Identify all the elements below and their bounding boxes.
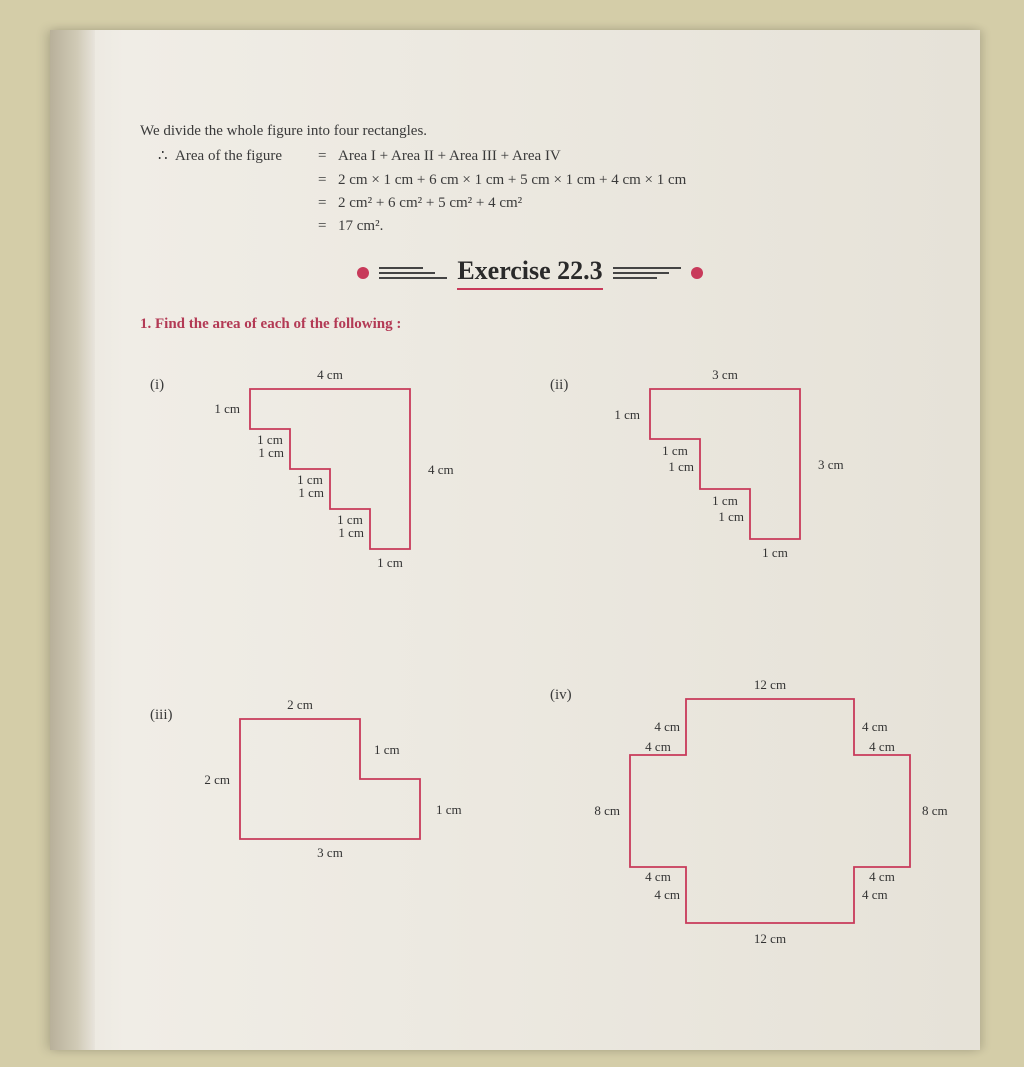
figure-iii: (iii) 2 cm 2 cm 1 cm 1 cm 3 cm <box>180 689 520 929</box>
bullet-icon <box>691 267 703 279</box>
roman-iv: (iv) <box>550 687 572 704</box>
dim-label: 1 cm <box>258 445 284 460</box>
rule-right-icon <box>613 267 681 279</box>
question-text: 1. Find the area of each of the followin… <box>140 316 920 333</box>
figures-grid: (i) 4 cm 1 cm 1 cm 1 cm 1 cm 1 cm 1 cm 1… <box>140 349 920 1049</box>
figure-iv: (iv) 12 cm 12 cm 8 cm 8 cm 4 cm 4 cm 4 c… <box>580 669 980 969</box>
page-binding <box>50 30 95 1050</box>
equals: = <box>318 145 338 168</box>
dim-label: 1 cm <box>338 525 364 540</box>
dim-label: 1 cm <box>298 485 324 500</box>
rhs-line-3: 17 cm². <box>338 215 920 238</box>
dim-label: 4 cm <box>869 869 895 884</box>
dim-label: 4 cm <box>862 719 888 734</box>
dim-label: 1 cm <box>377 555 403 570</box>
textbook-page: We divide the whole figure into four rec… <box>50 30 980 1050</box>
dim-label: 1 cm <box>712 493 738 508</box>
roman-iii: (iii) <box>150 707 173 724</box>
intro-line: We divide the whole figure into four rec… <box>140 120 920 143</box>
therefore: ∴ <box>158 148 168 164</box>
dim-label: 3 cm <box>317 845 343 860</box>
dim-label: 1 cm <box>718 509 744 524</box>
dim-label: 1 cm <box>374 742 400 757</box>
dim-label: 3 cm <box>818 457 844 472</box>
dim-label: 4 cm <box>862 887 888 902</box>
rhs-line-1: 2 cm × 1 cm + 6 cm × 1 cm + 5 cm × 1 cm … <box>338 169 920 192</box>
roman-i: (i) <box>150 377 164 394</box>
dim-label: 1 cm <box>668 459 694 474</box>
figure-ii: (ii) 3 cm 1 cm 1 cm 1 cm 1 cm 1 cm 3 cm … <box>580 359 940 599</box>
dim-label: 12 cm <box>754 677 786 692</box>
dim-label: 1 cm <box>762 545 788 560</box>
dim-label: 1 cm <box>662 443 688 458</box>
dim-label: 4 cm <box>645 869 671 884</box>
worked-example: We divide the whole figure into four rec… <box>140 120 920 238</box>
figure-i: (i) 4 cm 1 cm 1 cm 1 cm 1 cm 1 cm 1 cm 1… <box>180 359 520 619</box>
dim-label: 4 cm <box>317 367 343 382</box>
figure-i-svg: 4 cm 1 cm 1 cm 1 cm 1 cm 1 cm 1 cm 1 cm … <box>180 359 500 609</box>
dim-label: 4 cm <box>645 739 671 754</box>
dim-label: 4 cm <box>869 739 895 754</box>
dim-label: 3 cm <box>712 367 738 382</box>
dim-label: 4 cm <box>654 719 680 734</box>
bullet-icon <box>357 267 369 279</box>
figure-iv-svg: 12 cm 12 cm 8 cm 8 cm 4 cm 4 cm 4 cm 4 c… <box>580 669 980 969</box>
dim-label: 2 cm <box>287 697 313 712</box>
exercise-heading: Exercise 22.3 <box>140 256 920 290</box>
rule-left-icon <box>379 267 447 279</box>
dim-label: 4 cm <box>428 462 454 477</box>
figure-iii-svg: 2 cm 2 cm 1 cm 1 cm 3 cm <box>180 689 500 909</box>
rhs-line-0: Area I + Area II + Area III + Area IV <box>338 145 920 168</box>
exercise-title: Exercise 22.3 <box>457 256 602 290</box>
rhs-line-2: 2 cm² + 6 cm² + 5 cm² + 4 cm² <box>338 192 920 215</box>
dim-label: 12 cm <box>754 931 786 946</box>
dim-label: 8 cm <box>922 803 948 818</box>
dim-label: 8 cm <box>594 803 620 818</box>
figure-ii-svg: 3 cm 1 cm 1 cm 1 cm 1 cm 1 cm 3 cm 1 cm <box>580 359 920 589</box>
lhs-text: Area of the figure <box>175 148 282 164</box>
dim-label: 4 cm <box>654 887 680 902</box>
dim-label: 1 cm <box>614 407 640 422</box>
roman-ii: (ii) <box>550 377 568 394</box>
dim-label: 2 cm <box>204 772 230 787</box>
dim-label: 1 cm <box>436 802 462 817</box>
dim-label: 1 cm <box>214 401 240 416</box>
